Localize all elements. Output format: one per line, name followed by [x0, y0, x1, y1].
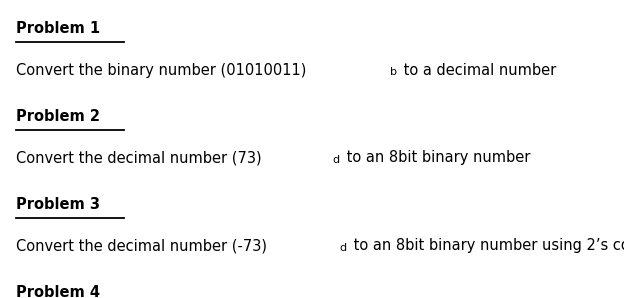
Text: to an 8bit binary number using 2’s complement.: to an 8bit binary number using 2’s compl… [349, 238, 624, 253]
Text: Problem 4: Problem 4 [16, 285, 100, 298]
Text: to a decimal number: to a decimal number [399, 63, 557, 77]
Text: Convert the decimal number (73): Convert the decimal number (73) [16, 150, 261, 165]
Text: Convert the decimal number (-73): Convert the decimal number (-73) [16, 238, 266, 253]
Text: d: d [333, 155, 339, 165]
Text: Problem 2: Problem 2 [16, 109, 100, 124]
Text: Problem 1: Problem 1 [16, 21, 100, 36]
Text: d: d [339, 243, 346, 253]
Text: to an 8bit binary number: to an 8bit binary number [342, 150, 530, 165]
Text: b: b [390, 67, 397, 77]
Text: Convert the binary number (01010011): Convert the binary number (01010011) [16, 63, 306, 77]
Text: Problem 3: Problem 3 [16, 197, 100, 212]
